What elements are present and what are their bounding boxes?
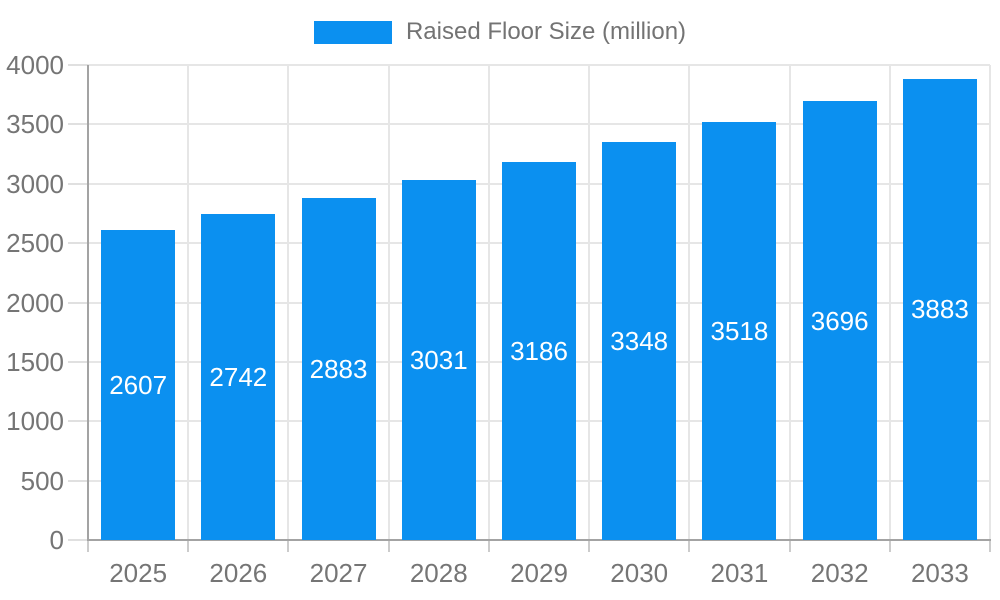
x-axis-tick (487, 540, 490, 552)
legend: Raised Floor Size (million) (0, 16, 1000, 48)
bar-2032[interactable] (802, 101, 877, 540)
x-axis-tick (287, 540, 290, 552)
y-axis-label: 0 (49, 525, 64, 555)
legend-swatch[interactable] (313, 20, 392, 44)
y-gridline (88, 123, 990, 126)
y-axis-tick (68, 301, 88, 304)
x-gridline (187, 65, 190, 540)
y-axis-tick (68, 420, 88, 423)
legend-label[interactable]: Raised Floor Size (million) (405, 18, 687, 45)
x-axis-label: 2030 (610, 558, 669, 588)
bar-2033[interactable] (902, 78, 977, 540)
x-axis-label: 2027 (309, 558, 368, 588)
y-axis-tick (68, 539, 88, 541)
bar-value-label: 3518 (710, 316, 769, 347)
bar-2028[interactable] (401, 180, 476, 540)
bar-value-label: 3186 (510, 335, 568, 366)
y-axis-label: 4000 (6, 50, 64, 80)
y-axis-tick (68, 182, 88, 185)
x-axis-tick (688, 540, 691, 552)
x-gridline (487, 65, 490, 540)
y-axis-label: 2500 (6, 228, 64, 259)
x-axis-line (87, 539, 991, 541)
bar-2031[interactable] (702, 122, 777, 540)
y-gridline (88, 64, 990, 66)
x-gridline (588, 65, 591, 540)
x-axis-label: 2031 (710, 558, 769, 588)
y-axis-label: 2000 (6, 287, 64, 318)
bar-2030[interactable] (602, 142, 677, 540)
x-gridline (387, 65, 390, 540)
x-axis-tick (87, 540, 89, 552)
bar-value-label: 3883 (910, 294, 969, 325)
y-axis-label: 1000 (6, 406, 64, 437)
x-gridline (888, 65, 891, 540)
y-axis-tick (68, 242, 88, 245)
x-axis-label: 2033 (910, 558, 969, 588)
y-axis-label: 3500 (6, 109, 64, 140)
y-axis-line (87, 65, 89, 540)
y-axis-label: 1500 (6, 346, 64, 377)
y-axis-tick (68, 360, 88, 363)
bar-2026[interactable] (201, 214, 276, 540)
x-axis-label: 2028 (409, 558, 468, 588)
bar-2027[interactable] (301, 197, 376, 540)
x-axis-label: 2025 (109, 558, 168, 588)
x-axis-tick (187, 540, 190, 552)
x-axis-label: 2026 (209, 558, 268, 588)
y-axis-tick (68, 479, 88, 482)
bar-2029[interactable] (502, 161, 576, 540)
x-gridline (287, 65, 290, 540)
y-axis-tick (68, 64, 88, 66)
bar-value-label: 2607 (109, 370, 168, 401)
bar-value-label: 3031 (409, 345, 468, 376)
x-axis-label: 2032 (810, 558, 869, 588)
x-axis-label: 2029 (510, 558, 568, 588)
bar-2025[interactable] (101, 230, 176, 540)
x-axis-tick (888, 540, 891, 552)
bar-value-label: 3348 (610, 326, 669, 357)
x-gridline (989, 65, 991, 540)
bar-value-label: 3696 (810, 305, 869, 336)
x-axis-tick (588, 540, 591, 552)
x-gridline (788, 65, 791, 540)
bar-value-label: 2883 (309, 353, 368, 384)
x-axis-tick (989, 540, 991, 552)
bar-value-label: 2742 (209, 362, 268, 393)
x-axis-tick (788, 540, 791, 552)
x-gridline (688, 65, 691, 540)
y-axis-label: 500 (20, 465, 64, 496)
y-axis-label: 3000 (6, 168, 64, 199)
x-axis-tick (387, 540, 390, 552)
y-axis-tick (68, 123, 88, 126)
